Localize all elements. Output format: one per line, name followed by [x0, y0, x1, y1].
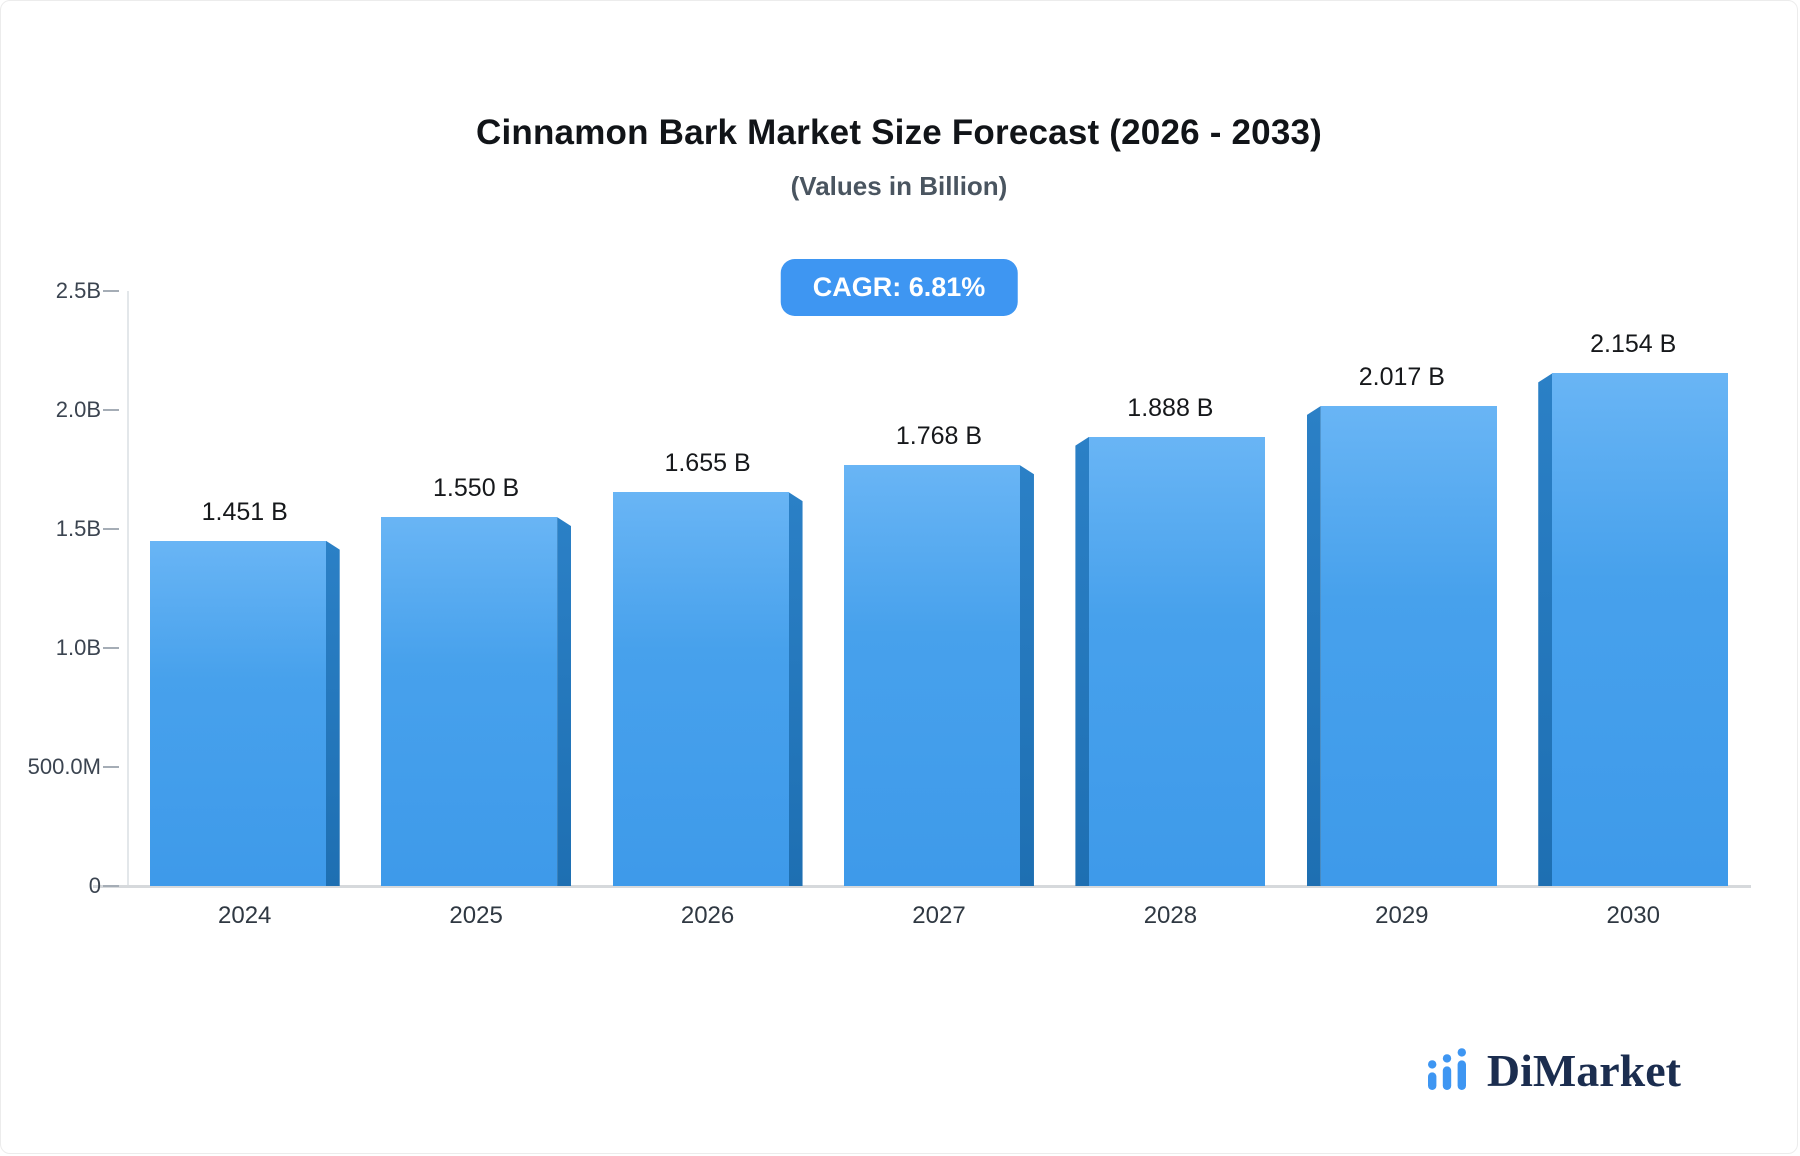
bar-value-label: 1.888 B: [1127, 393, 1214, 422]
bar-value-label: 2.017 B: [1358, 362, 1445, 391]
chart-title: Cinnamon Bark Market Size Forecast (2026…: [475, 113, 1323, 152]
y-axis-tick-mark: [103, 766, 119, 768]
bar-side-face: [325, 540, 340, 886]
bar-slot: 2.154 B 2030: [1518, 291, 1749, 929]
y-axis-tick-label: 500.0M: [27, 754, 101, 779]
y-axis-tick-label: 0: [88, 873, 101, 898]
bar-face: [1552, 373, 1729, 886]
logo-text: DiMarket: [1486, 1044, 1681, 1096]
bar-face: [381, 517, 558, 886]
bar-side-face: [1306, 405, 1321, 886]
bar-face: [843, 465, 1020, 886]
bar-side-face: [1019, 465, 1034, 886]
bar-value-label: 1.768 B: [895, 422, 983, 451]
bar-side-face: [788, 492, 803, 886]
bar-2029: 2.017 B: [1306, 363, 1497, 886]
bar-2024: 1.451 B: [149, 498, 340, 886]
bar-slot: 1.655 B 2026: [592, 291, 823, 929]
bar-value-label: 1.550 B: [433, 474, 520, 503]
bar-slot: 1.888 B 2028: [1055, 291, 1286, 929]
bar-face: [1320, 405, 1497, 886]
x-axis-label: 2024: [218, 902, 272, 929]
y-axis-line: [127, 291, 129, 886]
bars-container: 1.451 B 2024 1.550 B 2025 1.655 B 2026 1.768 B…: [129, 291, 1749, 929]
bar-value-label: 2.154 B: [1590, 330, 1677, 359]
bar-slot: 1.768 B 2027: [823, 291, 1054, 929]
x-axis-label: 2026: [680, 902, 735, 929]
y-axis-tick-mark: [103, 290, 119, 292]
y-axis-tick-mark: [103, 528, 119, 530]
bar-value-label: 1.451 B: [201, 497, 288, 526]
plot-area: 1.451 B 2024 1.550 B 2025 1.655 B 2026 1.768 B…: [28, 280, 1751, 929]
bar-side-face: [557, 517, 572, 886]
y-axis-tick-mark: [103, 409, 119, 411]
bar-2025: 1.550 B: [381, 474, 572, 886]
x-axis-line: [93, 885, 1751, 888]
bar-face: [149, 540, 326, 886]
bar-face: [1089, 436, 1266, 886]
bar-2027: 1.768 B: [843, 422, 1034, 886]
x-axis-label: 2030: [1606, 902, 1660, 929]
x-axis-label: 2029: [1375, 902, 1429, 929]
x-axis-label: 2027: [912, 902, 966, 929]
y-axis-tick-label: 2.5B: [55, 278, 101, 303]
y-axis-tick-label: 1.5B: [55, 516, 101, 541]
y-axis-tick-mark: [103, 885, 119, 887]
bar-side-face: [1538, 373, 1553, 886]
bar-2026: 1.655 B: [612, 449, 803, 886]
y-axis-tick-label: 2.0B: [55, 397, 101, 422]
bar-slot: 2.017 B 2029: [1286, 291, 1517, 929]
bar-face: [612, 492, 789, 886]
bar-value-label: 1.655 B: [664, 449, 751, 478]
chart-subtitle: (Values in Billion): [790, 171, 1008, 201]
bar-side-face: [1075, 436, 1090, 886]
bar-chart-icon: [1423, 1042, 1475, 1099]
x-axis-label: 2028: [1143, 902, 1198, 929]
bar-2028: 1.888 B: [1075, 394, 1266, 886]
bar-2030: 2.154 B: [1538, 330, 1729, 886]
bar-slot: 1.550 B 2025: [360, 291, 591, 929]
x-axis-label: 2025: [449, 902, 503, 929]
dimarket-logo: DiMarket: [1423, 1042, 1681, 1099]
cagr-badge: CAGR: 6.81%: [780, 259, 1018, 316]
y-axis-tick-mark: [103, 647, 119, 649]
y-axis-tick-label: 1.0B: [55, 635, 101, 660]
bar-slot: 1.451 B 2024: [129, 291, 360, 929]
